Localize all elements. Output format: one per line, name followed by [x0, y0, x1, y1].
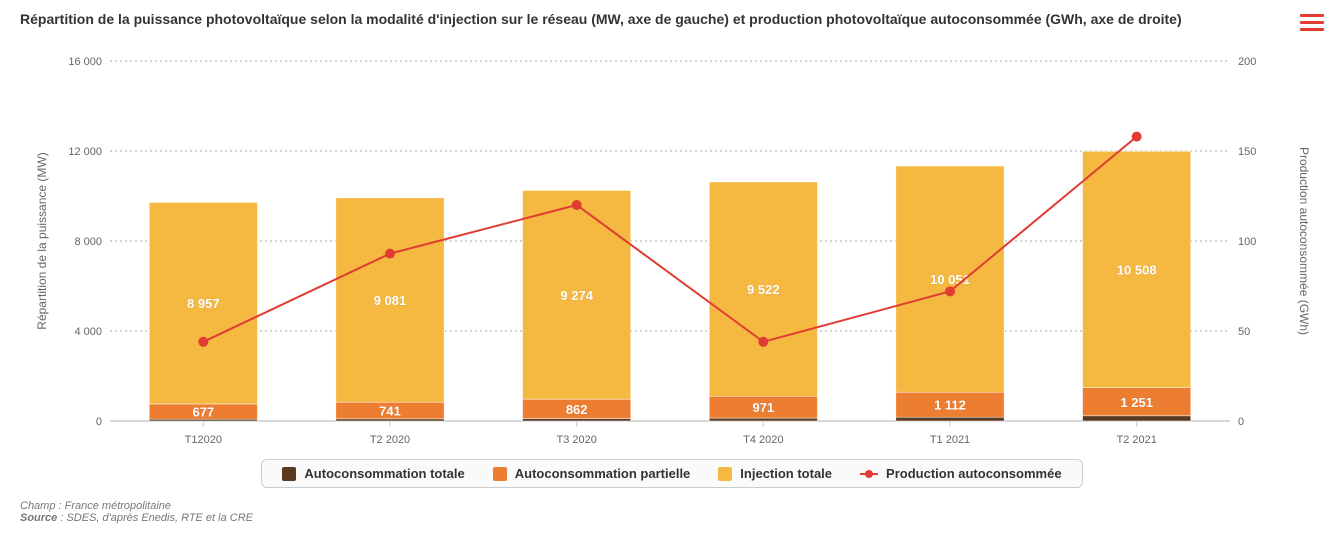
svg-text:150: 150: [1238, 146, 1256, 158]
svg-text:200: 200: [1238, 56, 1256, 68]
svg-text:8 000: 8 000: [74, 236, 102, 248]
legend-swatch: [493, 467, 507, 481]
bar-auto_totale[interactable]: [336, 419, 444, 421]
legend-item[interactable]: Autoconsommation totale: [282, 466, 464, 481]
legend-label: Autoconsommation totale: [304, 466, 464, 481]
line-marker[interactable]: [572, 200, 582, 210]
svg-text:0: 0: [1238, 416, 1244, 428]
legend-label: Injection totale: [740, 466, 832, 481]
line-marker[interactable]: [945, 286, 955, 296]
legend-swatch: [718, 467, 732, 481]
legend-label: Production autoconsommée: [886, 466, 1062, 481]
legend-label: Autoconsommation partielle: [515, 466, 691, 481]
chart-footer: Champ : France métropolitaine Source : S…: [20, 500, 1324, 524]
bar-auto_totale[interactable]: [1083, 416, 1191, 421]
line-marker[interactable]: [758, 337, 768, 347]
bar-label: 9 274: [560, 288, 593, 303]
bar-auto_totale[interactable]: [709, 418, 817, 421]
bar-label: 971: [752, 400, 774, 415]
svg-text:16 000: 16 000: [68, 56, 102, 68]
svg-text:50: 50: [1238, 326, 1250, 338]
footer-source-text: : SDES, d'après Enedis, RTE et la CRE: [60, 512, 253, 524]
legend-item[interactable]: Injection totale: [718, 466, 832, 481]
y-right-axis-label: Production autoconsommée (GWh): [1297, 147, 1311, 335]
svg-text:T2 2020: T2 2020: [370, 434, 410, 446]
legend-item[interactable]: Autoconsommation partielle: [493, 466, 691, 481]
bar-label: 677: [192, 405, 214, 420]
svg-text:12 000: 12 000: [68, 146, 102, 158]
svg-text:T1 2021: T1 2021: [930, 434, 970, 446]
hamburger-menu-icon[interactable]: [1300, 10, 1324, 35]
svg-text:4 000: 4 000: [74, 326, 102, 338]
svg-text:T12020: T12020: [185, 434, 222, 446]
svg-text:T3 2020: T3 2020: [556, 434, 596, 446]
line-marker[interactable]: [198, 337, 208, 347]
line-marker[interactable]: [385, 249, 395, 259]
bar-auto_totale[interactable]: [896, 417, 1004, 421]
legend-swatch: [282, 467, 296, 481]
legend-line-icon: [860, 473, 878, 475]
bar-auto_totale[interactable]: [523, 419, 631, 421]
svg-text:T2 2021: T2 2021: [1116, 434, 1156, 446]
footer-champ: Champ : France métropolitaine: [20, 500, 1324, 512]
legend-item[interactable]: Production autoconsommée: [860, 466, 1062, 481]
chart-title: Répartition de la puissance photovoltaïq…: [20, 10, 1182, 30]
bar-label: 9 522: [747, 282, 780, 297]
svg-text:100: 100: [1238, 236, 1256, 248]
bar-label: 1 251: [1120, 395, 1153, 410]
bar-label: 1 112: [934, 398, 966, 413]
y-left-axis-label: Répartition de la puissance (MW): [35, 152, 49, 329]
bar-label: 8 957: [187, 296, 220, 311]
svg-text:0: 0: [96, 416, 102, 428]
bar-label: 9 081: [374, 293, 407, 308]
bar-label: 741: [379, 404, 401, 419]
line-marker[interactable]: [1132, 132, 1142, 142]
bar-label: 862: [566, 402, 588, 417]
svg-text:T4 2020: T4 2020: [743, 434, 783, 446]
bar-label: 10 508: [1117, 262, 1157, 277]
chart-area: 0 4 000 8 000 12 000 16 000 0 50 100 150 200 T1202…: [20, 51, 1324, 451]
footer-source-label: Source: [20, 512, 57, 524]
chart-legend: Autoconsommation totale Autoconsommation …: [261, 459, 1082, 488]
